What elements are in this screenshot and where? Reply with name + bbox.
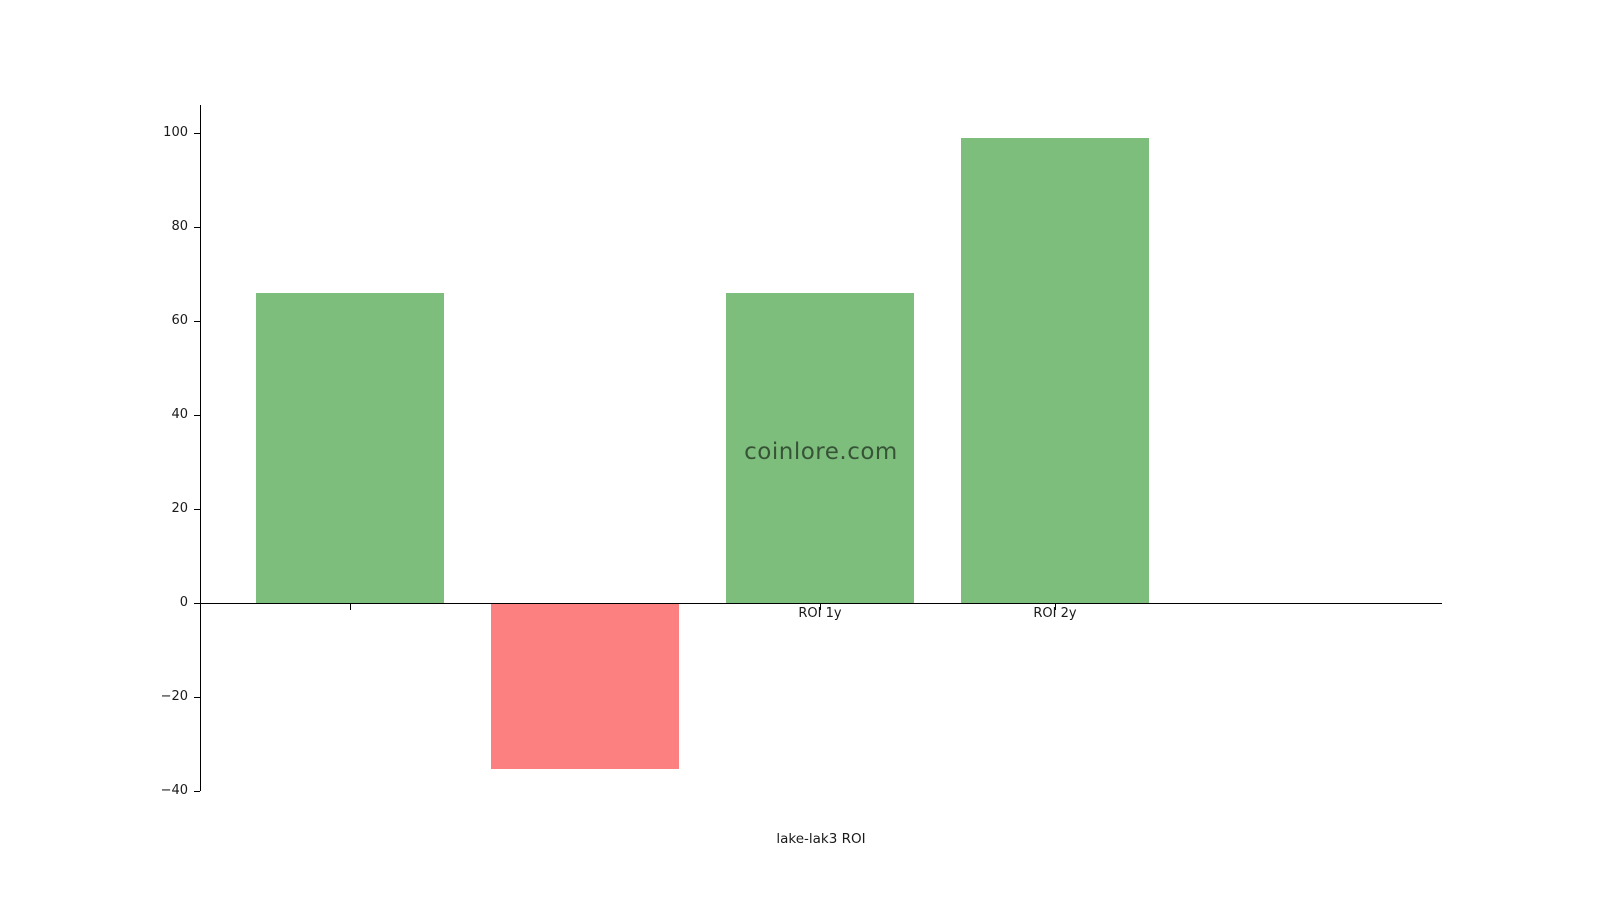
y-axis-tick [194, 791, 200, 792]
y-axis-tick-label: 40 [171, 407, 188, 422]
watermark-text: coinlore.com [744, 439, 898, 465]
x-axis-tick [350, 603, 351, 610]
x-axis-tick [820, 603, 821, 610]
bar-roi-2y [961, 138, 1149, 603]
y-axis-spine [200, 105, 201, 791]
bar-series-0 [256, 293, 444, 603]
y-axis-tick-label: 80 [171, 219, 188, 234]
y-axis-tick-label: −40 [160, 783, 188, 798]
x-axis-tick-label: ROI 2y [1033, 606, 1077, 621]
x-axis-tick [1055, 603, 1056, 610]
x-axis-zero-line [200, 603, 1442, 604]
chart-x-axis-title: lake-lak3 ROI [776, 831, 866, 847]
x-axis-tick-label: ROI 1y [798, 606, 842, 621]
y-axis-tick-label: 0 [179, 595, 188, 610]
y-axis-tick-label: 60 [171, 313, 188, 328]
bar-roi-1y [726, 293, 914, 603]
y-axis-tick [194, 321, 200, 322]
y-axis-tick-label: −20 [160, 689, 188, 704]
y-axis-tick [194, 603, 200, 604]
y-axis-tick [194, 415, 200, 416]
y-axis-tick [194, 697, 200, 698]
y-axis-tick [194, 133, 200, 134]
y-axis-tick [194, 509, 200, 510]
y-axis-tick-label: 20 [171, 501, 188, 516]
y-axis-tick [194, 227, 200, 228]
bar-series-1 [491, 604, 679, 769]
y-axis-tick-label: 100 [163, 125, 188, 140]
